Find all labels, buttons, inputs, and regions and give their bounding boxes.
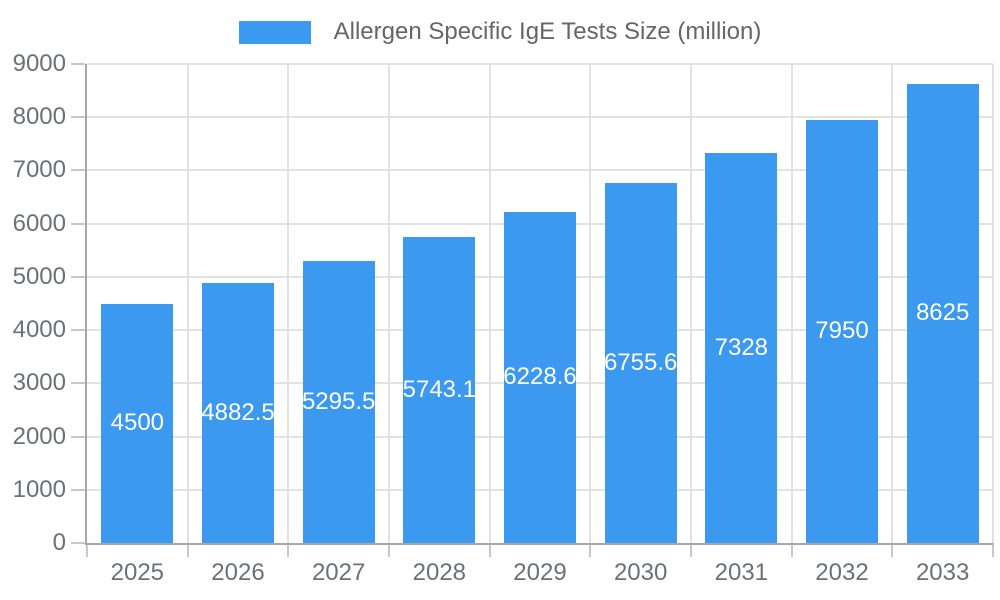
y-axis-line	[85, 64, 87, 545]
x-axis-tick	[388, 543, 390, 557]
bar-2032[interactable]: 7950	[806, 119, 878, 543]
y-axis-label: 6000	[12, 209, 66, 237]
bar-value-label: 8625	[915, 299, 970, 327]
x-axis-tick	[992, 543, 994, 557]
bar-value-label: 4882.5	[201, 399, 275, 427]
x-axis-tick	[790, 543, 793, 557]
x-axis-label: 2026	[211, 559, 265, 586]
y-axis-tick	[71, 116, 85, 119]
bar-value-label: 5743.1	[402, 376, 477, 404]
bar-value-label: 7950	[815, 317, 869, 345]
x-axis-label: 2029	[513, 559, 567, 586]
y-axis-label: 7000	[12, 156, 66, 184]
x-axis-tick	[86, 543, 88, 557]
x-axis-label: 2031	[714, 559, 769, 586]
y-axis-tick	[71, 542, 85, 544]
bar-2029[interactable]: 6228.6	[503, 211, 577, 543]
x-axis-label: 2033	[915, 559, 970, 586]
y-axis-tick	[71, 275, 85, 278]
x-axis-tick	[891, 543, 894, 557]
x-axis-line	[85, 543, 993, 545]
y-axis-tick	[71, 222, 85, 225]
x-axis-tick	[287, 543, 290, 557]
bar-value-label: 7328	[714, 333, 769, 361]
bar-value-label: 5295.5	[301, 388, 376, 416]
gridline-vertical	[790, 64, 793, 543]
bar-value-label: 6755.6	[603, 349, 678, 377]
y-axis-tick	[71, 63, 85, 65]
gridline-vertical	[287, 64, 290, 543]
bar-2031[interactable]: 7328	[705, 152, 778, 543]
gridline-vertical	[891, 64, 894, 543]
gridline-horizontal	[87, 63, 993, 65]
x-axis-label: 2030	[613, 559, 668, 586]
gridline-vertical	[589, 64, 592, 543]
bar-2028[interactable]: 5743.1	[402, 237, 477, 543]
x-axis-label: 2025	[110, 559, 165, 586]
gridline-vertical	[388, 64, 390, 543]
bar-2026[interactable]: 4882.5	[201, 283, 275, 543]
legend-label: Allergen Specific IgE Tests Size (millio…	[333, 18, 762, 45]
y-axis-tick	[71, 382, 85, 385]
y-axis-label: 1000	[12, 475, 66, 503]
x-axis-label: 2032	[815, 559, 869, 586]
y-axis-label: 2000	[12, 422, 66, 450]
gridline-horizontal	[87, 169, 993, 172]
y-axis-label: 3000	[12, 369, 66, 397]
x-axis-tick	[589, 543, 592, 557]
y-axis-label: 5000	[12, 262, 66, 290]
y-axis-label: 8000	[12, 103, 66, 131]
y-axis-tick	[71, 488, 85, 491]
bar-2033[interactable]: 8625	[906, 83, 979, 543]
y-axis-label: 0	[52, 529, 66, 556]
bar-value-label: 4500	[110, 409, 165, 437]
x-axis-tick	[186, 543, 189, 557]
chart-legend[interactable]: Allergen Specific IgE Tests Size (millio…	[0, 20, 1000, 44]
legend-swatch-icon	[238, 20, 311, 44]
y-axis-label: 4000	[12, 316, 66, 344]
bar-2027[interactable]: 5295.5	[301, 261, 376, 543]
gridline-vertical	[488, 64, 491, 543]
y-axis-tick	[71, 435, 85, 438]
bar-2030[interactable]: 6755.6	[603, 183, 678, 543]
x-axis-label: 2028	[412, 559, 467, 586]
x-axis-label: 2027	[311, 559, 366, 586]
y-axis-label: 9000	[12, 50, 66, 77]
x-axis-tick	[488, 543, 491, 557]
bar-value-label: 6228.6	[503, 363, 577, 391]
bar-2025[interactable]: 4500	[101, 303, 174, 543]
gridline-vertical	[186, 64, 189, 543]
y-axis-tick	[71, 329, 85, 332]
gridline-vertical	[992, 64, 994, 543]
gridline-horizontal	[87, 116, 993, 119]
x-axis-tick	[690, 543, 692, 557]
y-axis-tick	[71, 169, 85, 172]
plot-area: 0 1000 2000 3000 4000 5000 6000 7000 8000 9000 450…	[13, 52, 994, 585]
gridline-vertical	[690, 64, 692, 543]
